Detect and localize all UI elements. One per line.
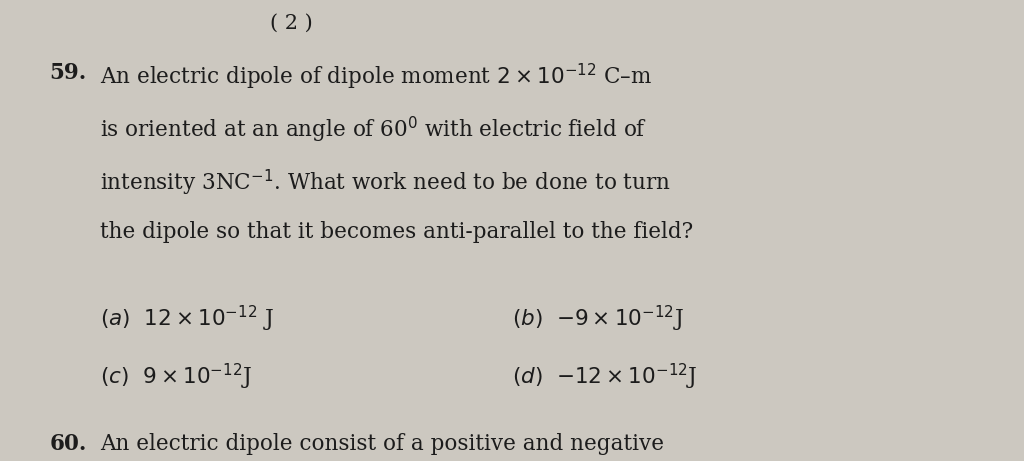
Text: intensity 3NC$^{-1}$. What work need to be done to turn: intensity 3NC$^{-1}$. What work need to …	[100, 168, 672, 199]
Text: An electric dipole consist of a positive and negative: An electric dipole consist of a positive…	[100, 433, 665, 455]
Text: $(b)$  $-9 \times 10^{-12}$J: $(b)$ $-9 \times 10^{-12}$J	[512, 303, 684, 334]
Text: is oriented at an angle of 60$^0$ with electric field of: is oriented at an angle of 60$^0$ with e…	[100, 115, 647, 146]
Text: ( 2 ): ( 2 )	[270, 14, 313, 33]
Text: An electric dipole of dipole moment $2 \times 10^{-12}$ C–m: An electric dipole of dipole moment $2 \…	[100, 62, 652, 93]
Text: 59.: 59.	[49, 62, 86, 84]
Text: 60.: 60.	[49, 433, 86, 455]
Text: $(d)$  $-12 \times 10^{-12}$J: $(d)$ $-12 \times 10^{-12}$J	[512, 362, 697, 392]
Text: $(c)$  $9 \times 10^{-12}$J: $(c)$ $9 \times 10^{-12}$J	[100, 362, 252, 392]
Text: the dipole so that it becomes anti-parallel to the field?: the dipole so that it becomes anti-paral…	[100, 221, 693, 243]
Text: $(a)$  $12 \times 10^{-12}$ J: $(a)$ $12 \times 10^{-12}$ J	[100, 303, 274, 334]
